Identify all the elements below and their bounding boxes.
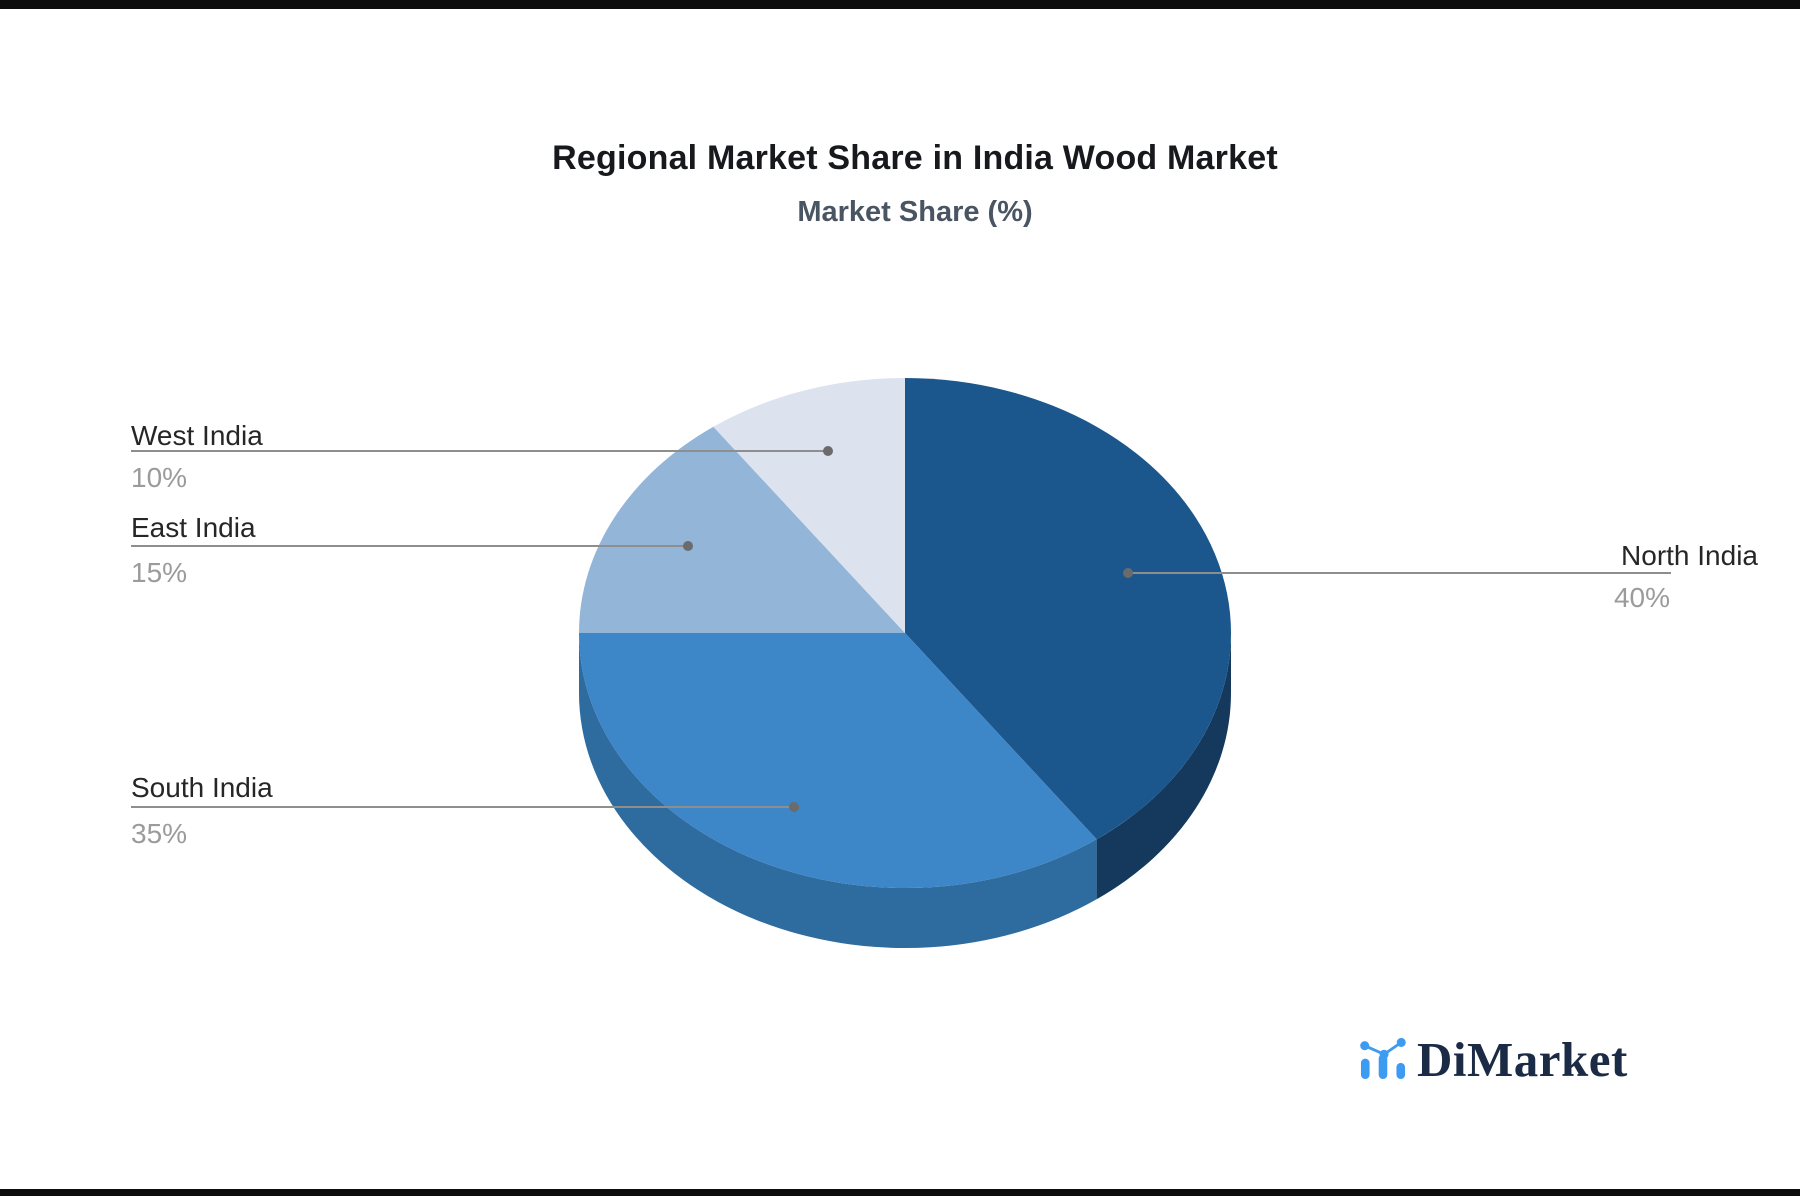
slice-label: North India [1621,540,1758,571]
leader-dot [1123,568,1133,578]
leader-dot [683,541,693,551]
pie-slice-east-india[interactable] [579,426,905,633]
top-border [0,0,1800,9]
slice-label: West India [131,420,263,451]
leader-dot [823,446,833,456]
bottom-border [0,1189,1800,1196]
leader-line [131,545,689,547]
bar-line-chart-icon [1360,1037,1406,1079]
pie-rim-north-india [1096,633,1231,900]
slice-percent: 15% [131,557,188,588]
brand-name: DiMarket [1417,1031,1628,1087]
chart-title: Regional Market Share in India Wood Mark… [552,139,1278,177]
pie-slice-north-india[interactable] [905,378,1232,840]
leader-line [131,806,795,808]
pie-slice-south-india[interactable] [579,633,1097,889]
slice-percent: 10% [131,462,188,493]
slice-percent: 35% [131,818,188,849]
slice-label: South India [131,772,273,803]
leader-line [131,450,829,452]
leader-line [1128,572,1671,574]
slice-percent: 40% [1613,582,1670,613]
leader-dot [789,802,799,812]
pie-rim-south-india [579,633,1097,948]
slice-label: East India [131,512,256,543]
chart-subtitle: Market Share (%) [797,196,1033,228]
pie-slice-west-india[interactable] [713,378,905,633]
brand-logo: DiMarket [1360,1031,1628,1087]
